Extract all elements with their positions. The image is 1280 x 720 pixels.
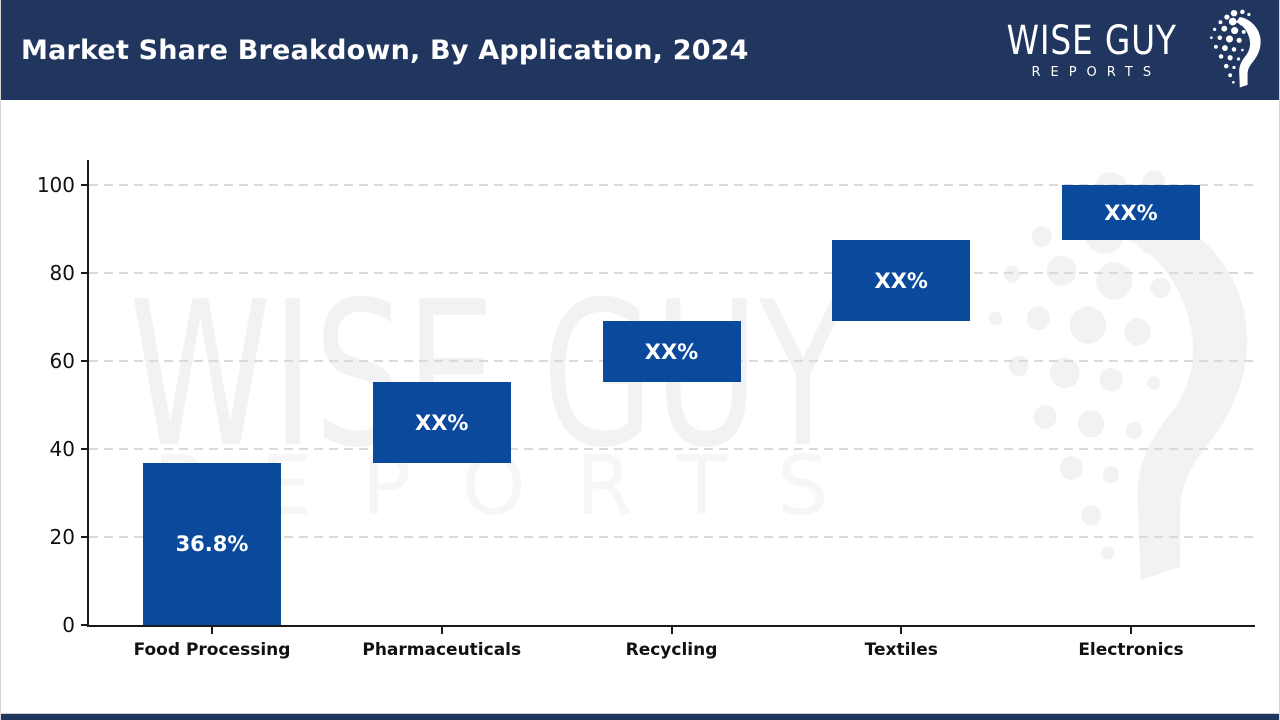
bar-food-processing: 36.8%	[143, 463, 281, 625]
x-tickmark-4	[1130, 627, 1132, 634]
gridline-20	[89, 536, 1255, 538]
y-tickmark-40	[81, 448, 89, 450]
y-tick-label-0: 0	[62, 613, 75, 637]
y-tickmark-80	[81, 272, 89, 274]
header-band: Market Share Breakdown, By Application, …	[1, 0, 1279, 100]
bar-value-label: XX%	[874, 268, 928, 293]
x-tick-label-4: Electronics	[1078, 640, 1184, 660]
bar-value-label: XX%	[415, 410, 469, 435]
logo-subtext: REPORTS	[1031, 64, 1162, 80]
footer-band	[1, 713, 1279, 720]
gridline-80	[89, 272, 1255, 274]
bar-value-label: XX%	[644, 339, 699, 364]
dotted-head-logo-icon	[1201, 8, 1267, 92]
y-tickmark-100	[81, 184, 89, 186]
x-tick-label-2: Recycling	[625, 640, 718, 660]
y-tickmark-0	[81, 624, 89, 626]
x-tick-label-0: Food Processing	[133, 640, 291, 660]
logo-text: WISE GUY REPORTS	[988, 21, 1195, 80]
x-tickmark-2	[670, 627, 673, 634]
x-tickmark-1	[440, 627, 443, 634]
y-tickmark-60	[81, 360, 89, 362]
page-title: Market Share Breakdown, By Application, …	[21, 34, 749, 66]
bar-pharmaceuticals: XX%	[372, 382, 511, 464]
logo-wordmark: WISE GUY	[1006, 17, 1177, 64]
y-tick-label-40: 40	[49, 437, 75, 461]
y-tick-label-80: 80	[49, 261, 75, 285]
bar-value-label: XX%	[1104, 200, 1158, 225]
y-tick-label-20: 20	[49, 525, 75, 549]
wise-guy-reports-logo: WISE GUY REPORTS	[988, 0, 1267, 100]
bar-electronics: XX%	[1062, 185, 1200, 240]
gridline-100	[89, 184, 1255, 186]
y-tick-label-100: 100	[36, 173, 75, 197]
x-tickmark-3	[900, 627, 903, 634]
y-tickmark-20	[81, 536, 89, 538]
x-tick-label-3: Textiles	[864, 640, 938, 660]
x-axis-spine	[87, 625, 1255, 627]
bar-textiles: XX%	[832, 240, 971, 322]
bar-recycling: XX%	[602, 321, 741, 383]
bar-value-label: 36.8%	[175, 532, 249, 557]
y-tick-label-60: 60	[49, 349, 75, 373]
x-tick-label-1: Pharmaceuticals	[362, 640, 522, 660]
y-axis-spine	[87, 160, 89, 627]
gridline-40	[89, 448, 1255, 450]
x-tickmark-0	[211, 627, 213, 634]
